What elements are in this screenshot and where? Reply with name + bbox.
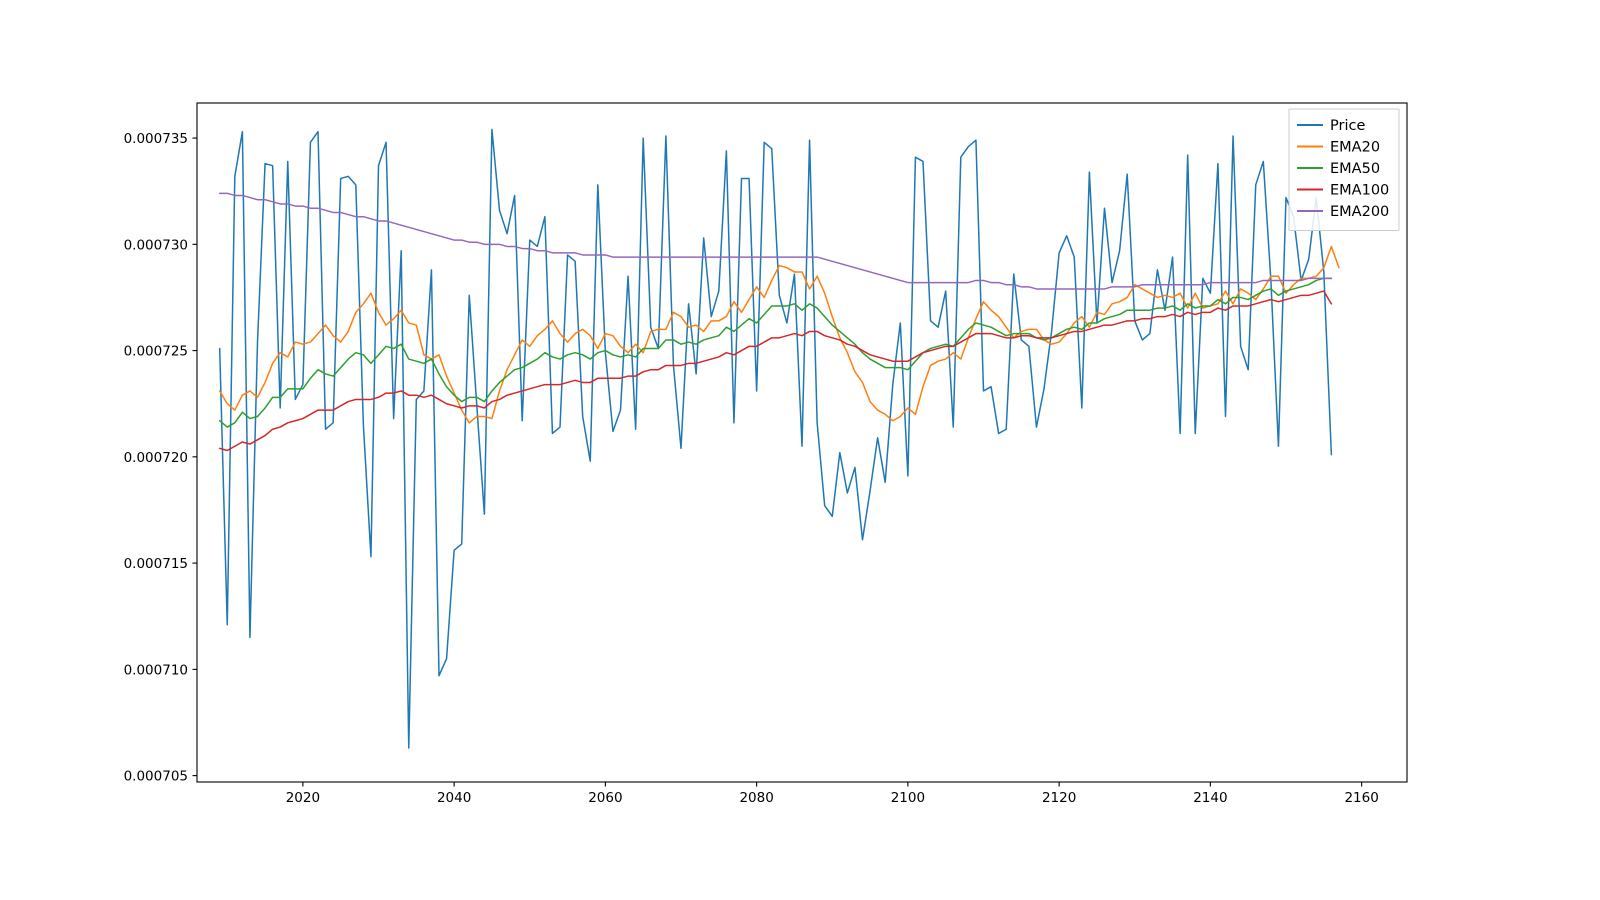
legend-box[interactable] <box>1288 108 1400 231</box>
y-tick-label: 0.000725 <box>124 344 188 360</box>
x-tick-label: 2040 <box>437 790 471 806</box>
y-tick-label: 0.000715 <box>124 556 188 572</box>
legend-label-ema100: EMA100 <box>1330 183 1389 199</box>
x-tick-label: 2140 <box>1193 790 1227 806</box>
x-tick-label: 2060 <box>588 790 622 806</box>
y-tick-label: 0.000735 <box>124 131 188 147</box>
x-tick-label: 2100 <box>891 790 925 806</box>
series-line-ema20 <box>218 245 1340 424</box>
legend-group[interactable]: Price EMA20 EMA50 EMA100 EMA200 <box>1288 108 1400 231</box>
legend-label-ema200: EMA200 <box>1330 204 1389 220</box>
x-tick-label: 2080 <box>739 790 773 806</box>
y-tick-label: 0.000705 <box>124 769 188 785</box>
y-tick-label: 0.000720 <box>124 450 188 466</box>
series-line-ema200 <box>218 192 1333 290</box>
series-line-ema50 <box>218 277 1333 428</box>
y-tick-label: 0.000710 <box>124 662 188 678</box>
x-tick-label: 2160 <box>1344 790 1378 806</box>
legend-label-ema50: EMA50 <box>1330 161 1380 177</box>
axes-group: 2020 2040 2060 2080 2100 2120 2140 2160 0.000705… <box>124 102 1408 806</box>
legend-label-price: Price <box>1330 118 1365 134</box>
y-tick-label: 0.000730 <box>124 237 188 253</box>
series-group <box>218 128 1340 749</box>
legend-label-ema20: EMA20 <box>1330 140 1380 156</box>
series-line-ema100 <box>218 290 1333 452</box>
series-line-price <box>218 128 1333 749</box>
x-tick-label: 2120 <box>1042 790 1076 806</box>
plot-area-spines <box>196 102 1408 783</box>
x-tick-label: 2020 <box>286 790 320 806</box>
